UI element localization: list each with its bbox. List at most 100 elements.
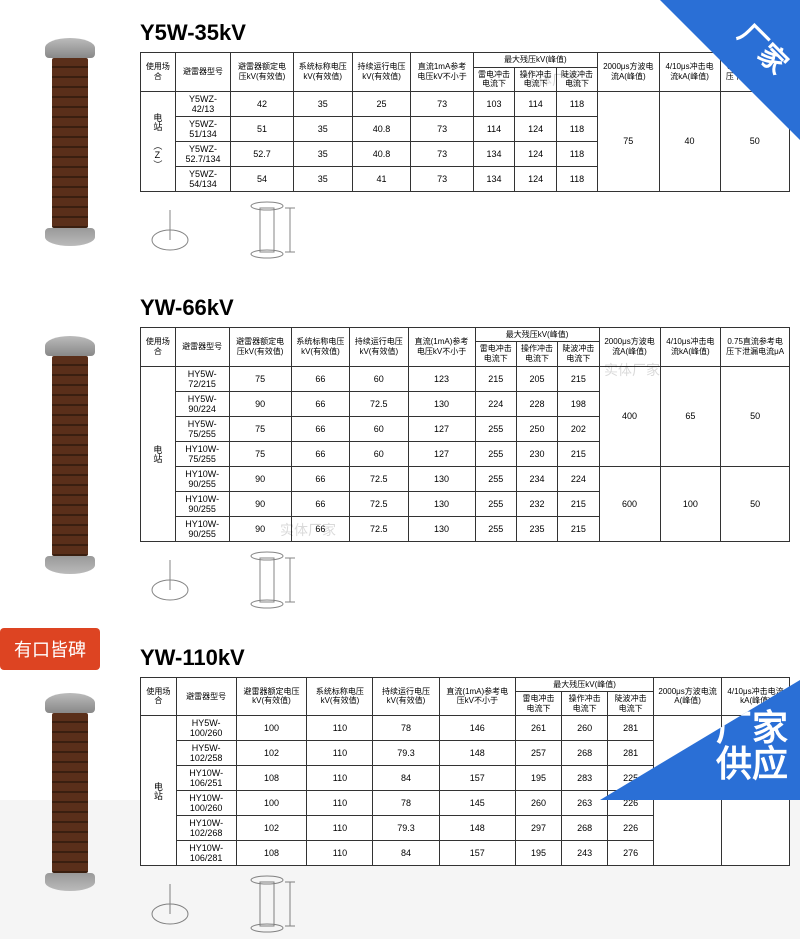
table-cell: 102	[236, 816, 307, 841]
table-cell: 215	[558, 441, 599, 466]
table-cell: 35	[293, 141, 352, 166]
table-header: 2000μs方波电流A(峰值)	[654, 677, 722, 716]
table-header: 避雷器型号	[175, 327, 229, 366]
table-cell: 234	[516, 466, 557, 491]
table-cell: 72.5	[350, 516, 408, 541]
table-cell: 110	[307, 716, 373, 741]
table-header-group: 最大残压kV(峰值)	[516, 677, 654, 692]
table-cell: 110	[307, 791, 373, 816]
table-cell: 224	[475, 391, 516, 416]
table-header: 避雷器额定电压kV(有效值)	[231, 53, 294, 92]
table-header: 系统标称电压kV(有效值)	[293, 53, 352, 92]
table-cell: 40	[659, 91, 720, 191]
table-cell: 268	[562, 741, 608, 766]
table-cell: 123	[408, 366, 475, 391]
table-cell: 600	[599, 466, 660, 541]
dimension-diagram	[140, 200, 360, 260]
table-cell: 78	[373, 791, 439, 816]
table-cell: HY10W-100/260	[176, 791, 236, 816]
row-group-label: 电站	[141, 366, 176, 541]
table-cell: 276	[608, 841, 654, 866]
table-cell: 66	[291, 516, 349, 541]
table-row: 电站HY5W-72/2157566601232152052154006550	[141, 366, 790, 391]
table-cell: 66	[291, 441, 349, 466]
table-subheader: 操作冲击电流下	[562, 692, 608, 716]
arrester-photo	[10, 645, 130, 939]
table-cell: 90	[229, 491, 291, 516]
table-cell: 100	[660, 466, 721, 541]
table-cell: 157	[439, 766, 515, 791]
table-cell: 283	[562, 766, 608, 791]
table-cell: 66	[291, 416, 349, 441]
table-cell: 124	[515, 141, 557, 166]
table-cell: Y5WZ-52.7/134	[175, 141, 230, 166]
product-section: YW-66kV使用场合避雷器型号避雷器额定电压kV(有效值)系统标称电压kV(有…	[10, 295, 790, 615]
table-cell: 130	[408, 391, 475, 416]
table-cell: 72.5	[350, 491, 408, 516]
table-cell: 72.5	[350, 391, 408, 416]
table-row: 电站 （Z）Y5WZ-42/1342352573103114118754050	[141, 91, 790, 116]
table-cell: 255	[475, 466, 516, 491]
table-cell: HY5W-90/224	[175, 391, 229, 416]
table-cell: 52.7	[231, 141, 294, 166]
table-cell: 66	[291, 366, 349, 391]
table-header: 系统标称电压kV(有效值)	[307, 677, 373, 716]
row-group-label: 电站	[141, 716, 177, 866]
table-subheader: 陡波冲击电流下	[608, 692, 654, 716]
table-cell: 124	[515, 116, 557, 141]
table-cell: 281	[608, 716, 654, 741]
table-cell: 224	[558, 466, 599, 491]
table-cell: 35	[293, 116, 352, 141]
table-cell: 50	[721, 466, 790, 541]
table-cell: 25	[352, 91, 411, 116]
table-subheader: 雷电冲击电流下	[475, 342, 516, 366]
table-cell: 103	[473, 91, 515, 116]
arrester-photo	[10, 295, 130, 615]
table-cell: 110	[307, 766, 373, 791]
table-cell: 90	[229, 516, 291, 541]
table-cell: 260	[562, 716, 608, 741]
table-cell: 268	[562, 816, 608, 841]
table-cell: 205	[516, 366, 557, 391]
table-subheader: 雷电冲击电流下	[516, 692, 562, 716]
table-header: 使用场合	[141, 677, 177, 716]
table-cell: HY10W-106/251	[176, 766, 236, 791]
table-cell: 255	[475, 491, 516, 516]
table-cell: 50	[721, 366, 790, 466]
table-cell: 73	[411, 91, 473, 116]
table-header: 0.75直流参考电压下泄漏电流μA	[721, 327, 790, 366]
table-cell: 215	[475, 366, 516, 391]
table-cell: 110	[307, 841, 373, 866]
table-cell: 228	[516, 391, 557, 416]
table-cell: 118	[556, 141, 597, 166]
table-cell: 134	[473, 166, 515, 191]
table-cell: 40.8	[352, 116, 411, 141]
quality-badge: 有口皆碑	[0, 628, 100, 670]
section-title: YW-110kV	[140, 645, 790, 671]
table-header: 避雷器型号	[175, 53, 230, 92]
table-subheader: 操作冲击电流下	[515, 67, 557, 91]
table-cell: 250	[516, 416, 557, 441]
table-cell: 226	[608, 816, 654, 841]
table-cell: 118	[556, 91, 597, 116]
table-cell: 215	[558, 491, 599, 516]
table-cell: 60	[350, 416, 408, 441]
table-cell: 90	[229, 466, 291, 491]
table-header: 持续运行电压kV(有效值)	[373, 677, 439, 716]
dimension-diagram	[140, 550, 360, 610]
table-cell: 100	[236, 716, 307, 741]
table-cell: HY10W-75/255	[175, 441, 229, 466]
corner-banner-top-text: 厂家	[730, 14, 798, 82]
table-cell: 257	[516, 741, 562, 766]
table-cell: 42	[231, 91, 294, 116]
table-header: 2000μs方波电流A(峰值)	[598, 53, 659, 92]
table-header: 系统标称电压kV(有效值)	[291, 327, 349, 366]
section-content: Y5W-35kV使用场合避雷器型号避雷器额定电压kV(有效值)系统标称电压kV(…	[130, 20, 790, 265]
table-cell: 110	[307, 741, 373, 766]
table-cell: HY5W-72/215	[175, 366, 229, 391]
table-cell: 66	[291, 391, 349, 416]
table-cell: 255	[475, 516, 516, 541]
table-cell: 198	[558, 391, 599, 416]
table-header-group: 最大残压kV(峰值)	[475, 327, 599, 342]
table-cell: HY5W-102/258	[176, 741, 236, 766]
